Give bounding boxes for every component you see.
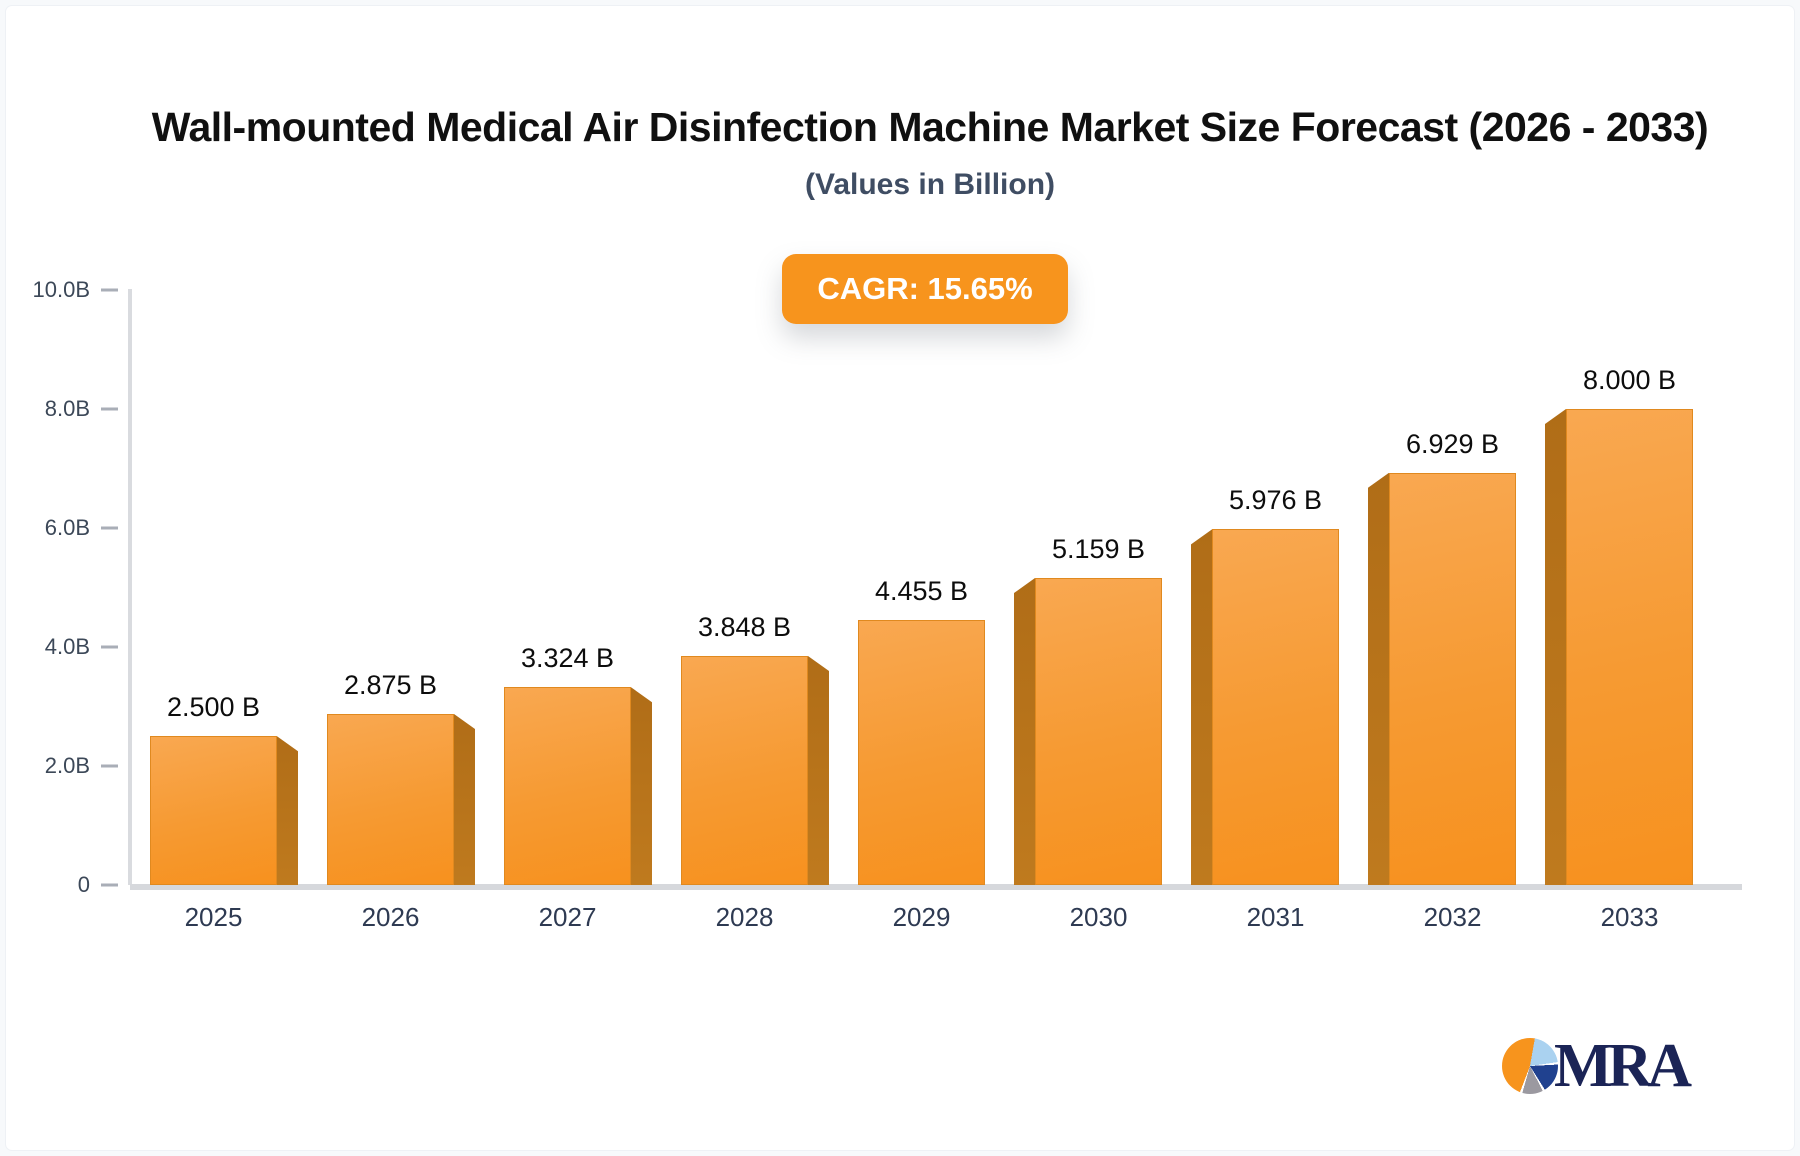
cagr-badge: CAGR: 15.65% <box>782 254 1068 324</box>
bar-side-face <box>277 736 298 885</box>
y-axis-tick-label: 4.0B <box>44 634 90 659</box>
bar-value-label: 2.500 B <box>166 692 261 723</box>
y-axis-tick-mark <box>101 645 118 649</box>
y-axis-line <box>128 289 132 885</box>
y-axis-tick-mark <box>101 526 118 530</box>
y-axis-tick-mark <box>101 764 118 768</box>
y-axis-tick-label: 6.0B <box>44 515 90 540</box>
x-axis-label-2028: 2028 <box>715 902 774 932</box>
bar-side-face <box>1014 578 1035 885</box>
x-axis-label-2032: 2032 <box>1423 902 1482 932</box>
bar-value-label: 5.976 B <box>1228 485 1323 516</box>
x-axis-label-2029: 2029 <box>892 902 951 932</box>
cagr-badge-label: CAGR: 15.65% <box>817 271 1033 306</box>
bar-2025 <box>150 736 277 885</box>
bar-2028 <box>681 656 808 885</box>
bar-2029 <box>858 619 985 885</box>
brand-logo-text: MRA <box>1554 1032 1692 1100</box>
x-axis-label-2033: 2033 <box>1600 902 1659 932</box>
bar-value-label: 2.875 B <box>343 669 438 700</box>
x-axis-label-2031: 2031 <box>1246 902 1305 932</box>
y-axis-tick-mark <box>101 883 118 887</box>
bar-2030 <box>1035 578 1162 885</box>
x-axis-label-2030: 2030 <box>1069 902 1128 932</box>
bar-side-face <box>1191 529 1212 885</box>
pie-chart-logo-icon <box>1502 1038 1558 1094</box>
brand-logo: MRA <box>1502 1032 1692 1100</box>
x-axis-label-2027: 2027 <box>538 902 597 932</box>
bar-value-label: 5.159 B <box>1051 534 1146 565</box>
x-axis-label-2026: 2026 <box>361 902 420 932</box>
y-axis-tick-label: 2.0B <box>44 753 90 778</box>
bar-value-label: 3.848 B <box>697 612 792 643</box>
chart-title: Wall-mounted Medical Air Disinfection Ma… <box>151 104 1709 150</box>
bar-value-label: 4.455 B <box>874 575 969 606</box>
bar-side-face <box>808 656 829 885</box>
bar-2026 <box>327 713 454 885</box>
bar-side-face <box>1368 472 1389 885</box>
bar-value-label: 8.000 B <box>1582 365 1677 395</box>
y-axis-tick-label: 10.0B <box>32 277 91 302</box>
y-axis-tick-label: 0 <box>77 872 90 897</box>
bar-2027 <box>504 687 631 885</box>
bar-value-label: 6.929 B <box>1405 428 1500 459</box>
bar-value-label: 3.324 B <box>520 643 615 674</box>
bar-2033 <box>1566 409 1693 885</box>
y-axis-tick-label: 8.0B <box>44 396 90 421</box>
bar-side-face <box>1545 409 1566 885</box>
bar-side-face <box>631 687 652 885</box>
bar-side-face <box>454 713 475 885</box>
x-axis-label-2025: 2025 <box>184 902 243 932</box>
bar-2031 <box>1212 529 1339 885</box>
bar-2032 <box>1389 472 1516 885</box>
y-axis-tick-mark <box>101 407 118 411</box>
chart-subtitle: (Values in Billion) <box>804 168 1056 201</box>
y-axis-tick-mark <box>101 288 118 292</box>
x-axis-baseline <box>130 884 1742 890</box>
